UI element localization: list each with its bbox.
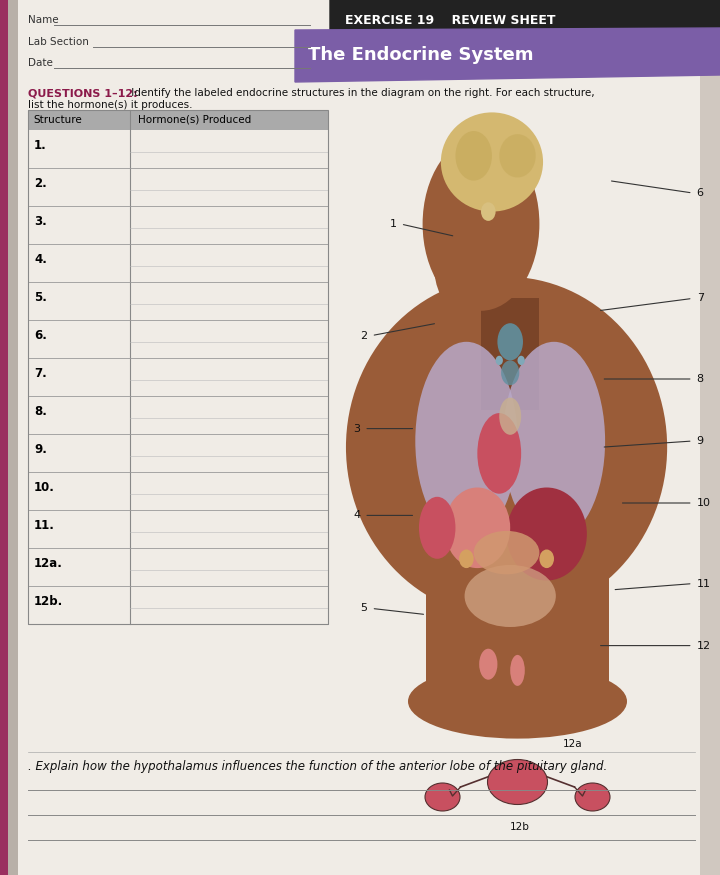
Text: 6.: 6. [34,329,47,342]
Text: 3: 3 [354,424,360,434]
Text: Identify the labeled endocrine structures in the diagram on the right. For each : Identify the labeled endocrine structure… [128,88,595,98]
Ellipse shape [499,134,536,178]
Bar [700,0,720,875]
Ellipse shape [408,664,627,738]
Text: Name: Name [28,15,58,25]
Bar [0,0,8,875]
Text: 12a.: 12a. [34,557,63,570]
Ellipse shape [444,487,510,568]
Ellipse shape [480,648,498,680]
Text: 1: 1 [390,219,397,229]
Text: . Explain how the hypothalamus influences the function of the anterior lobe of t: . Explain how the hypothalamus influence… [28,760,607,773]
Ellipse shape [441,112,543,212]
Ellipse shape [477,413,521,494]
Text: 12b.: 12b. [34,595,63,608]
Text: 2: 2 [361,331,367,340]
Text: 7.: 7. [34,367,47,380]
Bar [426,423,608,702]
Bar [28,110,328,130]
Text: Hormone(s) Produced: Hormone(s) Produced [138,115,251,125]
Text: 11: 11 [697,578,711,589]
Ellipse shape [501,360,519,385]
Bar [481,298,539,410]
Text: list the hormone(s) it produces.: list the hormone(s) it produces. [28,100,192,110]
Text: 7: 7 [697,293,704,304]
Text: 10: 10 [697,498,711,508]
Text: 12: 12 [697,640,711,651]
Text: 6: 6 [697,188,703,198]
Ellipse shape [539,550,554,568]
Ellipse shape [415,342,518,540]
Text: 3.: 3. [34,215,47,228]
Text: Structure: Structure [33,115,82,125]
Ellipse shape [428,612,593,704]
Ellipse shape [419,497,456,559]
Text: Date: Date [28,58,53,68]
Ellipse shape [423,137,539,311]
Text: The Endocrine System: The Endocrine System [308,46,534,64]
Text: 5.: 5. [34,291,47,304]
Text: QUESTIONS 1–12:: QUESTIONS 1–12: [28,88,138,98]
Ellipse shape [575,783,610,811]
Text: Lab Section: Lab Section [28,37,89,47]
Text: 8: 8 [697,374,704,384]
Ellipse shape [495,356,503,365]
Bar [28,110,328,624]
Ellipse shape [425,783,460,811]
Ellipse shape [499,397,521,435]
Ellipse shape [346,276,667,618]
Ellipse shape [503,342,605,540]
Text: 9: 9 [697,436,704,446]
Ellipse shape [510,654,525,686]
Polygon shape [295,28,720,82]
Ellipse shape [507,487,587,580]
Polygon shape [330,0,720,38]
Ellipse shape [487,760,547,804]
Text: 12b: 12b [510,822,529,832]
Text: 4: 4 [353,510,360,521]
Ellipse shape [464,565,556,627]
Ellipse shape [518,356,525,365]
Text: EXERCISE 19    REVIEW SHEET: EXERCISE 19 REVIEW SHEET [345,13,556,26]
Ellipse shape [481,202,495,220]
Text: 9.: 9. [34,443,47,456]
Ellipse shape [433,212,485,311]
Ellipse shape [456,131,492,180]
Ellipse shape [459,550,474,568]
Text: 11.: 11. [34,519,55,532]
Text: 10.: 10. [34,481,55,494]
Text: 2.: 2. [34,177,47,190]
Text: 8.: 8. [34,405,47,418]
Bar [0,0,22,875]
Text: 1.: 1. [34,139,47,152]
Text: 12a: 12a [562,739,582,749]
Ellipse shape [474,531,539,574]
Ellipse shape [498,323,523,360]
Text: 5: 5 [361,604,367,613]
Text: 4.: 4. [34,253,47,266]
